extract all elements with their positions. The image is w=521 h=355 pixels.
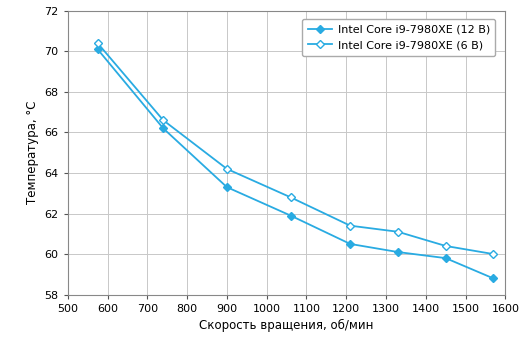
- Y-axis label: Температура, °C: Температура, °C: [26, 101, 39, 204]
- Intel Core i9-7980XE (12 В): [224, 185, 230, 189]
- Intel Core i9-7980XE (12 В): [490, 276, 497, 280]
- Intel Core i9-7980XE (6 В): [224, 167, 230, 171]
- Intel Core i9-7980XE (6 В): [347, 224, 353, 228]
- Intel Core i9-7980XE (6 В): [288, 195, 294, 200]
- Intel Core i9-7980XE (12 В): [395, 250, 401, 254]
- Intel Core i9-7980XE (6 В): [160, 118, 166, 122]
- Intel Core i9-7980XE (12 В): [288, 213, 294, 218]
- Intel Core i9-7980XE (6 В): [395, 230, 401, 234]
- Intel Core i9-7980XE (12 В): [442, 256, 449, 260]
- Intel Core i9-7980XE (12 В): [160, 126, 166, 130]
- Intel Core i9-7980XE (6 В): [490, 252, 497, 256]
- Line: Intel Core i9-7980XE (6 В): Intel Core i9-7980XE (6 В): [94, 40, 497, 257]
- Intel Core i9-7980XE (6 В): [94, 41, 101, 45]
- Intel Core i9-7980XE (12 В): [347, 242, 353, 246]
- Legend: Intel Core i9-7980XE (12 В), Intel Core i9-7980XE (6 В): Intel Core i9-7980XE (12 В), Intel Core …: [302, 19, 495, 56]
- Intel Core i9-7980XE (6 В): [442, 244, 449, 248]
- X-axis label: Скорость вращения, об/мин: Скорость вращения, об/мин: [200, 319, 374, 332]
- Line: Intel Core i9-7980XE (12 В): Intel Core i9-7980XE (12 В): [94, 46, 497, 282]
- Intel Core i9-7980XE (12 В): [94, 47, 101, 51]
